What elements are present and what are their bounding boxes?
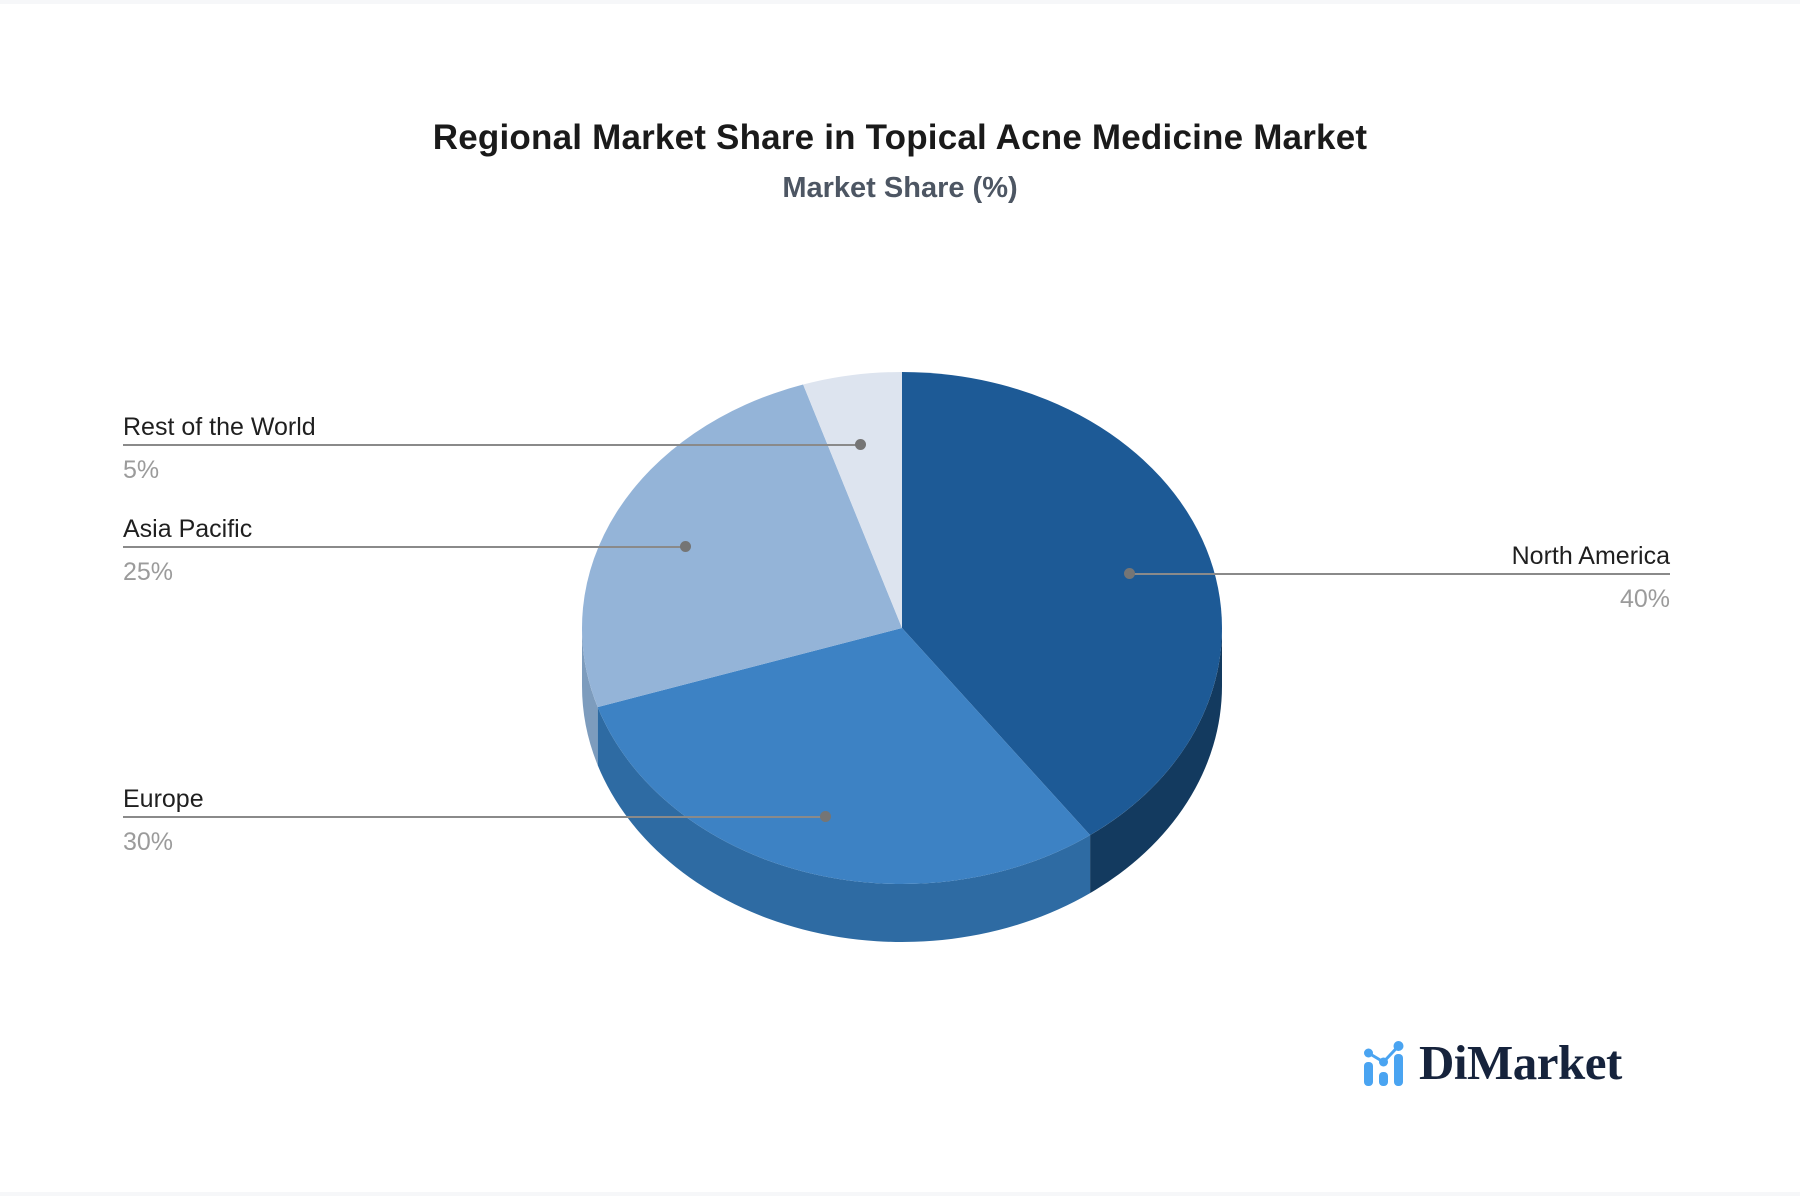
slice-label: North America — [1511, 542, 1670, 570]
leader-dot — [680, 541, 691, 552]
bar-line-chart-icon — [1364, 1041, 1404, 1086]
leader-line — [123, 541, 691, 552]
callout-rest-of-the-world: Rest of the World 5% — [123, 410, 866, 485]
chart-title: Regional Market Share in Topical Acne Me… — [432, 118, 1368, 157]
callout-asia-pacific: Asia Pacific 25% — [123, 512, 691, 587]
chart-subtitle: Market Share (%) — [782, 172, 1018, 204]
slice-label: Rest of the World — [123, 413, 316, 441]
leader-line — [123, 811, 831, 822]
brand-name: DiMarket — [1419, 1035, 1622, 1090]
slice-value: 40% — [1619, 585, 1670, 613]
leader-dot — [1124, 568, 1135, 579]
pie-side-asia-pacific — [582, 628, 598, 766]
pie-side-europe — [597, 707, 1091, 942]
slice-value: 5% — [123, 456, 160, 484]
leader-dot — [855, 439, 866, 450]
callout-north-america: North America 40% — [1124, 539, 1670, 614]
slice-value: 25% — [123, 558, 174, 586]
pie-slice-north-america — [902, 372, 1222, 836]
leader-line — [123, 439, 866, 450]
slice-value: 30% — [123, 828, 174, 856]
slice-label: Europe — [123, 785, 204, 813]
pie-slice-rest-of-the-world — [803, 372, 902, 628]
callout-europe: Europe 30% — [123, 782, 831, 857]
pie-side-north-america — [1090, 628, 1222, 894]
leader-dot — [820, 811, 831, 822]
leader-line — [1124, 568, 1670, 579]
slice-label: Asia Pacific — [123, 515, 253, 543]
pie-slice-asia-pacific — [582, 384, 902, 708]
pie-slice-europe — [597, 628, 1091, 884]
brand-logo: DiMarket — [1364, 1036, 1622, 1090]
